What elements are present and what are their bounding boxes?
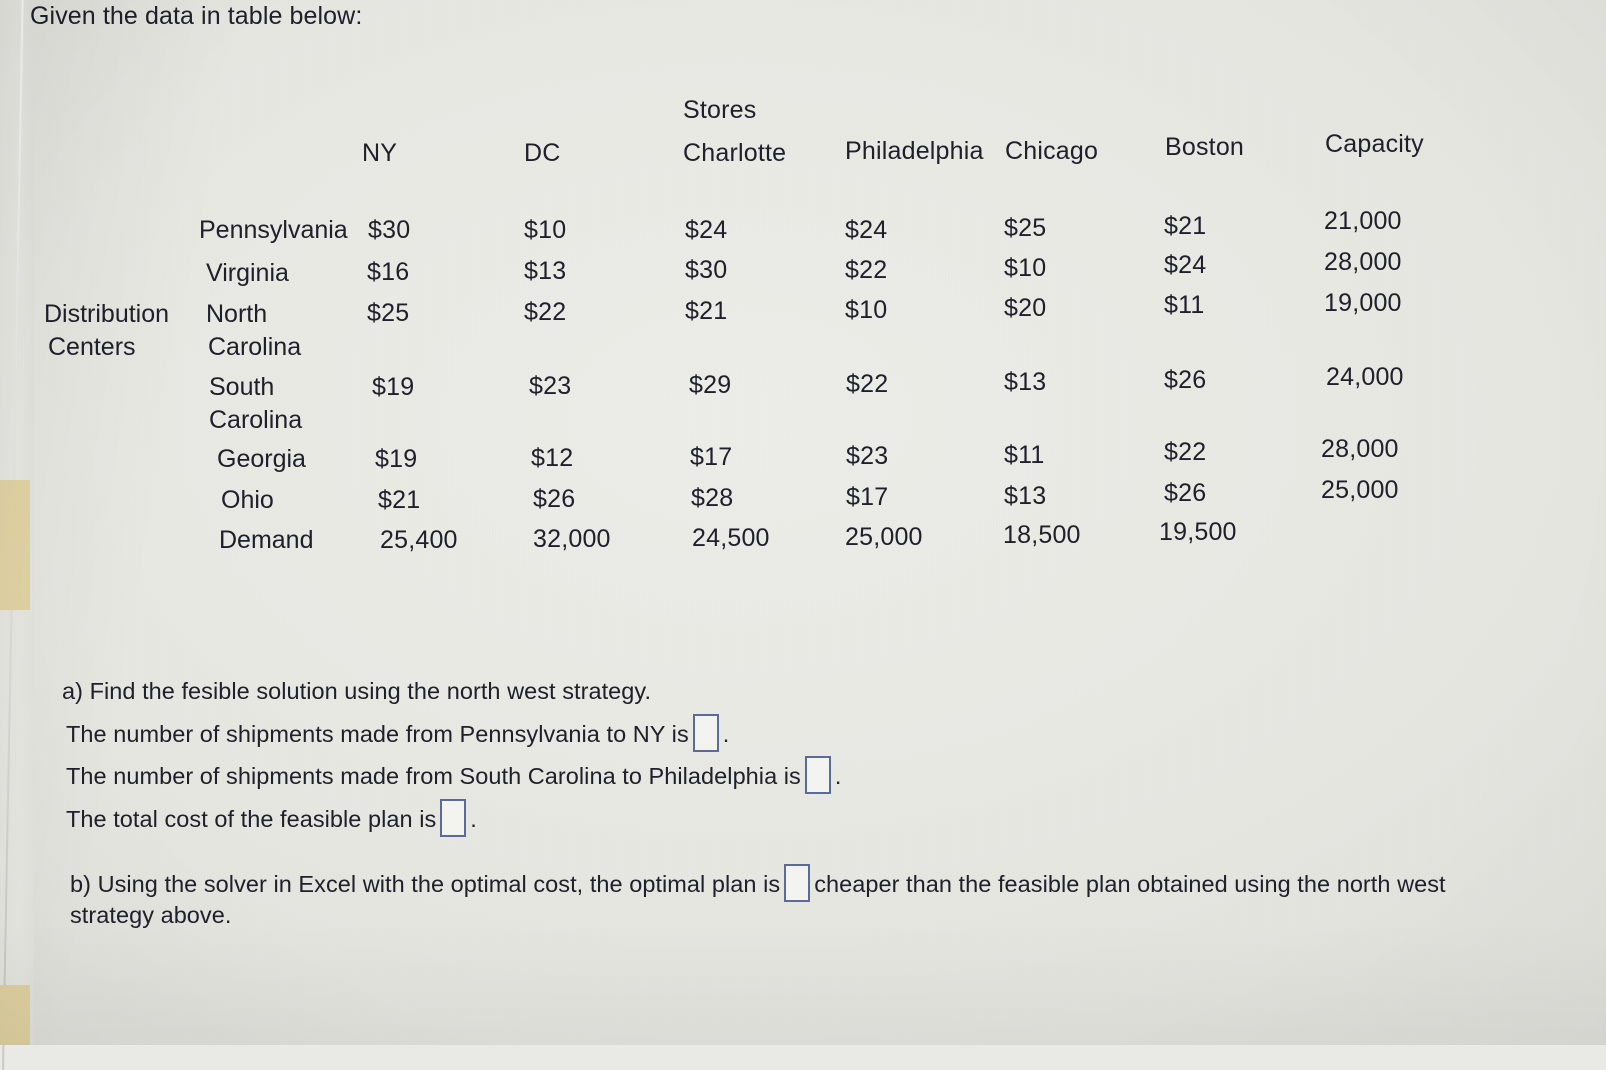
row-label-ohio: Ohio — [221, 486, 274, 514]
cell-demand-dc: 32,000 — [533, 525, 611, 553]
cell-ohio-charlotte: $28 — [691, 484, 734, 512]
question-sc-philadelphia: The number of shipments made from South … — [66, 756, 841, 794]
question-b-text-post: cheaper than the feasible plan obtained … — [814, 871, 1446, 897]
cell-north-carolina-dc: $22 — [524, 298, 567, 326]
cell-pennsylvania-philadelphia: $24 — [845, 216, 888, 244]
cell-north-carolina-capacity: 19,000 — [1324, 289, 1402, 317]
cell-north-carolina-chicago: $20 — [1004, 294, 1047, 322]
row-label-south-carolina-line2: Carolina — [209, 406, 303, 434]
row-label-virginia: Virginia — [206, 259, 289, 287]
cell-georgia-boston: $22 — [1164, 438, 1207, 466]
margin-tan-block-middle — [0, 480, 30, 610]
answer-input-total-cost[interactable] — [440, 799, 467, 837]
cell-pennsylvania-capacity: 21,000 — [1324, 207, 1402, 235]
cell-virginia-boston: $24 — [1164, 251, 1207, 279]
intro-text: Given the data in table below: — [30, 2, 363, 30]
cell-pennsylvania-chicago: $25 — [1004, 214, 1047, 242]
cell-demand-ny: 25,400 — [380, 526, 458, 554]
cell-virginia-dc: $13 — [524, 257, 567, 285]
cell-demand-philadelphia: 25,000 — [845, 523, 923, 551]
cell-virginia-charlotte: $30 — [685, 256, 728, 284]
row-label-demand: Demand — [219, 526, 314, 554]
cell-virginia-philadelphia: $22 — [845, 256, 888, 284]
cell-south-carolina-dc: $23 — [529, 372, 572, 400]
document-content: Given the data in table below: Stores NY… — [30, 2, 1446, 928]
cell-georgia-ny: $19 — [375, 445, 418, 473]
question-total-cost-period: . — [470, 806, 477, 832]
row-group-label-line1: Distribution — [44, 300, 170, 328]
cell-georgia-philadelphia: $23 — [846, 442, 889, 470]
cell-demand-chicago: 18,500 — [1003, 521, 1081, 549]
cell-demand-charlotte: 24,500 — [692, 524, 770, 552]
question-penn-ny-text: The number of shipments made from Pennsy… — [66, 721, 689, 747]
column-header-philadelphia: Philadelphia — [845, 137, 984, 165]
cell-south-carolina-philadelphia: $22 — [846, 370, 889, 398]
question-total-cost: The total cost of the feasible plan is. — [66, 799, 477, 837]
row-label-georgia: Georgia — [217, 445, 306, 473]
column-header-dc: DC — [524, 139, 561, 167]
cell-georgia-charlotte: $17 — [690, 443, 733, 471]
column-header-chicago: Chicago — [1005, 137, 1099, 165]
column-header-charlotte: Charlotte — [683, 139, 787, 167]
row-group-label-line2: Centers — [48, 333, 136, 361]
cell-virginia-capacity: 28,000 — [1324, 248, 1402, 276]
stores-group-header: Stores — [683, 96, 757, 124]
cell-north-carolina-ny: $25 — [367, 299, 410, 327]
cell-pennsylvania-dc: $10 — [524, 216, 567, 244]
answer-input-penn-ny[interactable] — [692, 714, 719, 752]
cell-georgia-chicago: $11 — [1004, 441, 1045, 469]
row-label-pennsylvania: Pennsylvania — [199, 216, 348, 244]
question-b-text-pre: b) Using the solver in Excel with the op… — [70, 871, 781, 897]
cell-north-carolina-charlotte: $21 — [685, 297, 728, 325]
question-penn-ny-period: . — [722, 721, 730, 747]
cell-south-carolina-capacity: 24,000 — [1326, 363, 1404, 391]
cell-south-carolina-ny: $19 — [372, 373, 415, 401]
cell-north-carolina-philadelphia: $10 — [845, 296, 888, 324]
cell-south-carolina-chicago: $13 — [1004, 368, 1047, 396]
row-label-north-carolina-line2: Carolina — [208, 333, 302, 361]
answer-input-sc-philadelphia[interactable] — [804, 756, 831, 794]
answer-input-optimal-plan[interactable] — [784, 864, 811, 902]
question-sc-philadelphia-text: The number of shipments made from South … — [66, 763, 801, 789]
question-sc-philadelphia-period: . — [834, 763, 842, 789]
cell-ohio-chicago: $13 — [1004, 482, 1047, 510]
question-total-cost-text: The total cost of the feasible plan is — [66, 806, 437, 832]
cell-pennsylvania-ny: $30 — [368, 216, 411, 244]
column-header-capacity: Capacity — [1325, 130, 1424, 158]
question-b-line2: strategy above. — [70, 902, 232, 928]
row-label-north-carolina-line1: North — [206, 300, 268, 328]
cell-georgia-dc: $12 — [531, 444, 574, 472]
cell-ohio-boston: $26 — [1164, 479, 1207, 507]
cell-ohio-ny: $21 — [378, 486, 421, 514]
column-header-ny: NY — [362, 139, 398, 167]
cell-south-carolina-charlotte: $29 — [689, 371, 732, 399]
column-header-boston: Boston — [1165, 133, 1245, 161]
cell-ohio-dc: $26 — [533, 485, 576, 513]
cell-pennsylvania-charlotte: $24 — [685, 216, 728, 244]
cell-georgia-capacity: 28,000 — [1321, 435, 1399, 463]
cell-pennsylvania-boston: $21 — [1164, 212, 1207, 240]
cell-virginia-chicago: $10 — [1004, 254, 1047, 282]
cell-ohio-capacity: 25,000 — [1321, 476, 1399, 504]
cell-demand-boston: 19,500 — [1159, 518, 1237, 546]
cell-south-carolina-boston: $26 — [1164, 366, 1207, 394]
question-b-line1: b) Using the solver in Excel with the op… — [70, 864, 1446, 902]
row-label-south-carolina-line1: South — [209, 373, 275, 401]
cell-virginia-ny: $16 — [367, 258, 410, 286]
question-a-prompt: a) Find the fesible solution using the n… — [62, 678, 652, 704]
margin-tan-block-bottom — [0, 985, 30, 1045]
question-penn-ny: The number of shipments made from Pennsy… — [66, 714, 729, 752]
cell-north-carolina-boston: $11 — [1164, 291, 1205, 319]
cell-ohio-philadelphia: $17 — [846, 483, 889, 511]
